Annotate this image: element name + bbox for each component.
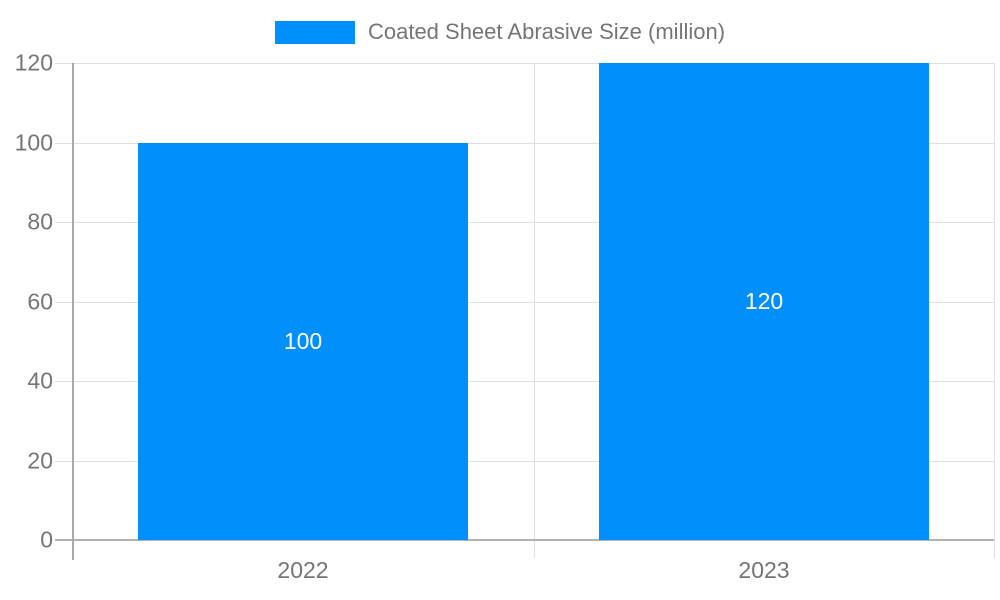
legend-swatch-icon — [274, 20, 355, 44]
bar-value-label: 100 — [283, 328, 323, 354]
bar-2023[interactable]: 120 — [599, 63, 929, 540]
y-tick-label: 120 — [14, 49, 53, 76]
gridline-horizontal — [55, 143, 994, 144]
y-tick-label: 100 — [14, 129, 53, 156]
x-tick-label: 2022 — [277, 557, 329, 583]
y-tick-label: 80 — [27, 208, 53, 235]
x-axis-line — [55, 539, 994, 541]
gridline-horizontal — [55, 222, 994, 223]
y-tick-label: 20 — [27, 447, 53, 474]
bar-2022[interactable]: 100 — [138, 143, 468, 540]
gridline-horizontal — [55, 461, 994, 462]
bar-value-label: 120 — [744, 288, 784, 314]
legend-label: Coated Sheet Abrasive Size (million) — [367, 19, 726, 44]
y-tick-label: 60 — [27, 288, 53, 315]
gridline-horizontal — [55, 302, 994, 303]
y-axis-line — [72, 63, 74, 560]
y-tick-label: 40 — [27, 367, 53, 394]
gridline-horizontal — [55, 381, 994, 382]
gridline-vertical — [534, 63, 535, 558]
legend[interactable]: Coated Sheet Abrasive Size (million) — [0, 14, 1000, 50]
gridline-horizontal — [55, 63, 994, 64]
x-tick-label: 2023 — [738, 557, 790, 583]
y-tick-label: 0 — [40, 526, 53, 553]
gridline-vertical — [994, 63, 995, 558]
